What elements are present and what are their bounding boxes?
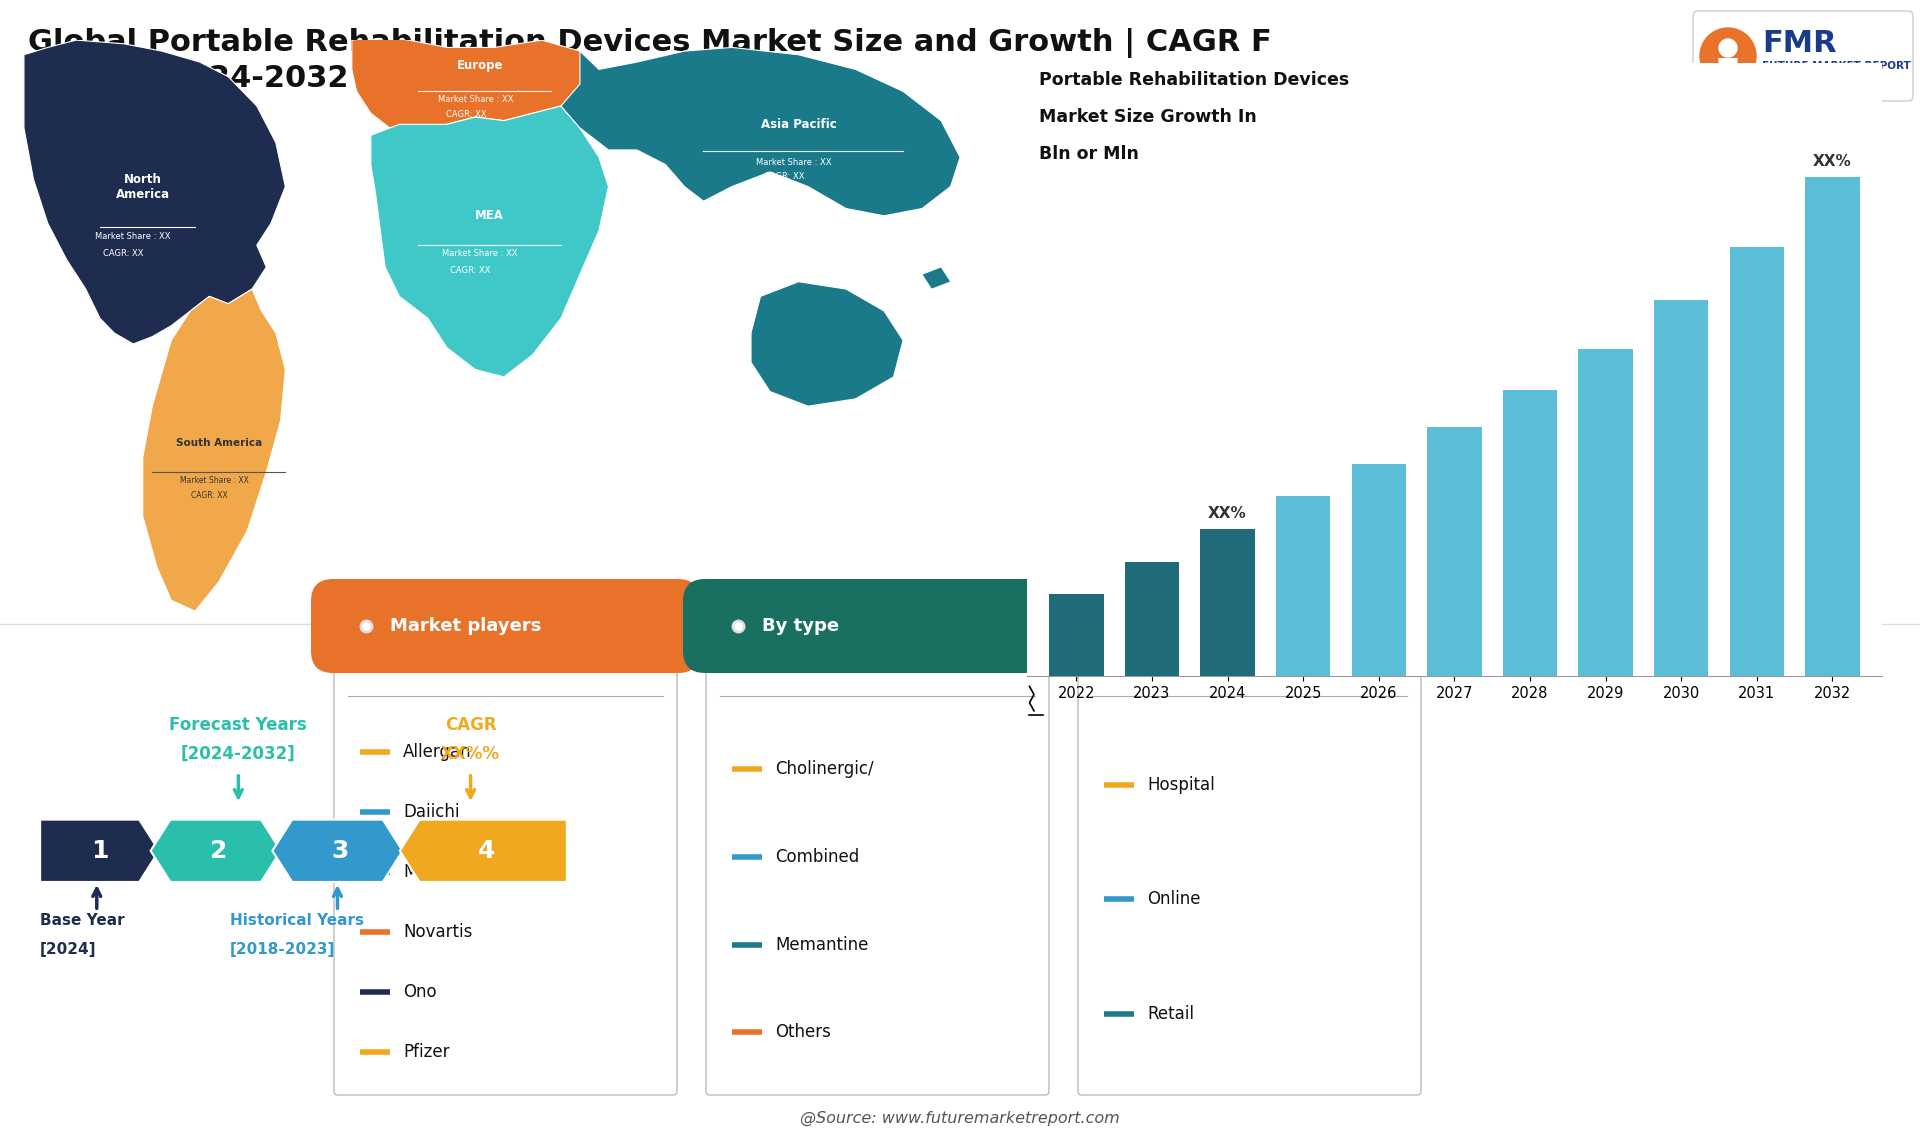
Polygon shape	[399, 819, 566, 882]
Text: Market Share : XX: Market Share : XX	[438, 95, 513, 104]
Polygon shape	[150, 819, 280, 882]
Text: Historical Years: Historical Years	[230, 913, 365, 928]
Polygon shape	[561, 47, 960, 215]
Text: Asia Pacific: Asia Pacific	[760, 118, 837, 131]
Text: Combined: Combined	[776, 848, 860, 865]
Circle shape	[1718, 39, 1738, 57]
Text: Hospital: Hospital	[1146, 776, 1215, 794]
Text: Forecast Years: Forecast Years	[169, 716, 307, 733]
Polygon shape	[142, 289, 286, 611]
Text: Market Size Growth In: Market Size Growth In	[1039, 108, 1256, 126]
Text: By type: By type	[762, 617, 839, 635]
Text: North
America: North America	[115, 173, 169, 201]
FancyBboxPatch shape	[1077, 637, 1421, 1094]
Bar	[1048, 595, 1104, 676]
Text: [2024-2032]: [2024-2032]	[180, 745, 296, 763]
Text: Novartis: Novartis	[403, 923, 472, 941]
Bar	[1125, 562, 1179, 676]
Text: Market Share : XX: Market Share : XX	[180, 476, 248, 485]
Text: [2024]: [2024]	[40, 942, 96, 957]
Text: Daiichi: Daiichi	[403, 803, 459, 821]
Text: 4: 4	[478, 839, 495, 863]
Text: 2: 2	[209, 839, 227, 863]
Text: Portable Rehabilitation Devices: Portable Rehabilitation Devices	[1039, 71, 1348, 89]
Text: By application: By application	[1135, 617, 1279, 635]
Polygon shape	[371, 107, 609, 377]
Text: CAGR: XX: CAGR: XX	[190, 490, 228, 500]
Bar	[1427, 426, 1482, 676]
Text: Cholinergic/: Cholinergic/	[776, 760, 874, 778]
Text: Allergan: Allergan	[403, 743, 472, 761]
Text: orecast 2024-2032: orecast 2024-2032	[29, 64, 349, 93]
Text: CAGR: XX: CAGR: XX	[451, 266, 492, 275]
FancyBboxPatch shape	[707, 637, 1048, 1094]
Text: [2018-2023]: [2018-2023]	[230, 942, 336, 957]
Text: 3: 3	[332, 839, 349, 863]
Text: Pfizer: Pfizer	[403, 1043, 449, 1061]
FancyBboxPatch shape	[1693, 11, 1912, 101]
Bar	[1200, 529, 1256, 676]
Bar	[1653, 300, 1709, 676]
Polygon shape	[273, 819, 403, 882]
Polygon shape	[751, 282, 902, 406]
Text: Europe: Europe	[457, 60, 503, 72]
Text: Base Year: Base Year	[40, 913, 125, 928]
Text: XX%%: XX%%	[442, 745, 499, 763]
FancyBboxPatch shape	[1054, 579, 1444, 673]
Bar	[1730, 246, 1784, 676]
Text: CAGR: XX: CAGR: XX	[445, 110, 486, 119]
Polygon shape	[23, 40, 286, 344]
Polygon shape	[351, 37, 599, 135]
Circle shape	[1699, 28, 1757, 84]
Text: Online: Online	[1146, 890, 1200, 909]
Bar	[1277, 496, 1331, 676]
Text: CAGR: XX: CAGR: XX	[764, 172, 804, 181]
Text: FUTURE MARKET REPORT: FUTURE MARKET REPORT	[1763, 61, 1910, 71]
Text: Global Portable Rehabilitation Devices Market Size and Growth | CAGR F: Global Portable Rehabilitation Devices M…	[29, 28, 1271, 58]
Text: CAGR: XX: CAGR: XX	[104, 249, 144, 258]
Polygon shape	[161, 25, 209, 40]
FancyBboxPatch shape	[334, 637, 678, 1094]
Text: Market players: Market players	[390, 617, 541, 635]
Polygon shape	[40, 819, 159, 882]
Text: Market Share : XX: Market Share : XX	[756, 158, 831, 166]
Polygon shape	[922, 267, 950, 289]
Text: FMR: FMR	[1763, 29, 1837, 57]
Bar	[1352, 464, 1405, 676]
Text: Memantine: Memantine	[776, 935, 868, 953]
Text: Bln or Mln: Bln or Mln	[1039, 144, 1139, 163]
Bar	[1805, 178, 1860, 676]
Text: XX%: XX%	[1812, 155, 1851, 170]
Text: Others: Others	[776, 1023, 831, 1042]
Text: MEA: MEA	[476, 210, 505, 222]
FancyBboxPatch shape	[311, 579, 701, 673]
Bar	[1578, 350, 1632, 676]
Text: 1: 1	[90, 839, 108, 863]
Text: XX%: XX%	[1208, 505, 1246, 520]
Text: Retail: Retail	[1146, 1005, 1194, 1023]
Text: Ono: Ono	[403, 983, 436, 1000]
Text: @Source: www.futuremarketreport.com: @Source: www.futuremarketreport.com	[801, 1110, 1119, 1127]
Text: South America: South America	[175, 438, 261, 448]
Text: Market Share : XX: Market Share : XX	[442, 249, 518, 258]
FancyBboxPatch shape	[684, 579, 1071, 673]
Polygon shape	[1718, 58, 1738, 76]
Text: CAGR: CAGR	[445, 716, 497, 733]
Bar	[1503, 390, 1557, 676]
Text: Market Share : XX: Market Share : XX	[96, 233, 171, 242]
Text: Merz: Merz	[403, 863, 444, 881]
